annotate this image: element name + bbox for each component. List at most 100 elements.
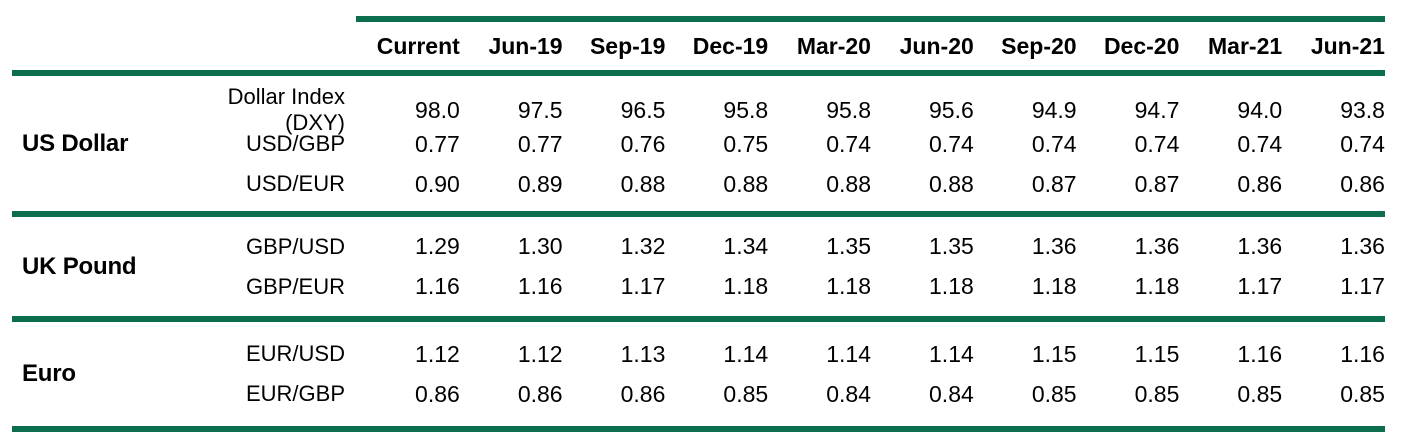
table-row-gbp-usd: GBP/USD 1.29 1.30 1.32 1.34 1.35 1.35 1.…	[162, 227, 1385, 267]
row-label: EUR/GBP	[245, 381, 345, 406]
value-cell: 0.77	[517, 130, 563, 157]
value-cell: 1.18	[1031, 273, 1077, 299]
value-cell: 0.84	[929, 380, 974, 407]
group-label-uk-pound: UK Pound	[22, 252, 137, 280]
value-cell: 94.7	[1134, 96, 1180, 123]
value-cell: 1.34	[723, 233, 769, 259]
value-cell: 1.16	[517, 273, 563, 299]
row-label: GBP/EUR	[245, 273, 345, 299]
column-header-jun-19: Jun-19	[488, 32, 563, 59]
value-cell: 0.86	[1340, 170, 1385, 197]
value-cell: 95.6	[929, 96, 974, 123]
value-cell: 0.74	[1237, 130, 1283, 157]
value-cell: 0.77	[415, 130, 460, 157]
value-cell: 1.16	[1340, 340, 1385, 367]
value-cell: 0.74	[1340, 130, 1385, 157]
value-cell: 1.30	[517, 233, 563, 259]
header-rule	[12, 70, 1385, 76]
value-cell: 0.74	[1134, 130, 1180, 157]
column-header-dec-19: Dec-19	[692, 32, 769, 59]
value-cell: 1.16	[1237, 340, 1283, 367]
value-cell: 1.29	[415, 233, 460, 259]
value-cell: 0.88	[723, 170, 769, 197]
column-header-jun-21: Jun-21	[1310, 32, 1385, 59]
value-cell: 98.0	[415, 96, 460, 123]
group-divider-rule	[12, 316, 1385, 322]
value-cell: 0.87	[1031, 170, 1077, 197]
value-cell: 0.86	[415, 380, 460, 407]
column-header-sep-19: Sep-19	[589, 32, 666, 59]
row-label: GBP/USD	[245, 233, 345, 259]
value-cell: 1.17	[620, 273, 666, 299]
row-label: USD/EUR	[245, 171, 345, 196]
value-cell: 0.86	[620, 380, 666, 407]
value-cell: 94.0	[1237, 96, 1283, 123]
value-cell: 0.88	[826, 170, 871, 197]
table-row-gbp-eur: GBP/EUR 1.16 1.16 1.17 1.18 1.18 1.18 1.…	[162, 267, 1385, 307]
value-cell: 1.12	[517, 340, 563, 367]
value-cell: 1.17	[1237, 273, 1283, 299]
value-cell: 0.85	[1031, 380, 1077, 407]
column-header-dec-20: Dec-20	[1103, 32, 1180, 59]
table-row-eur-gbp: EUR/GBP 0.86 0.86 0.86 0.85 0.84 0.84 0.…	[162, 374, 1385, 414]
value-cell: 96.5	[620, 96, 666, 123]
value-cell: 1.15	[1134, 340, 1180, 367]
value-cell: 93.8	[1340, 96, 1385, 123]
group-euro: Euro EUR/USD 1.12 1.12 1.13 1.14 1.14 1.…	[12, 322, 1385, 426]
value-cell: 0.85	[1340, 380, 1385, 407]
value-cell: 1.15	[1031, 340, 1077, 367]
value-cell: 1.35	[826, 233, 871, 259]
column-header-row: Current Jun-19 Sep-19 Dec-19 Mar-20 Jun-…	[12, 24, 1385, 68]
value-cell: 0.86	[1237, 170, 1283, 197]
value-cell: 0.85	[1134, 380, 1180, 407]
row-label: EUR/USD	[245, 341, 345, 366]
value-cell: 0.87	[1134, 170, 1180, 197]
column-header-current: Current	[376, 32, 460, 59]
value-cell: 97.5	[517, 96, 563, 123]
column-header-sep-20: Sep-20	[1001, 32, 1077, 59]
value-cell: 1.36	[1340, 233, 1385, 259]
value-cell: 1.16	[415, 273, 460, 299]
row-label: USD/GBP	[245, 131, 345, 156]
value-cell: 0.74	[1031, 130, 1077, 157]
value-cell: 95.8	[723, 96, 769, 123]
value-cell: 94.9	[1031, 96, 1077, 123]
value-cell: 1.13	[620, 340, 666, 367]
value-cell: 0.89	[517, 170, 563, 197]
value-cell: 0.74	[929, 130, 974, 157]
value-cell: 1.36	[1031, 233, 1077, 259]
value-cell: 0.90	[415, 170, 460, 197]
table-row-eur-usd: EUR/USD 1.12 1.12 1.13 1.14 1.14 1.14 1.…	[162, 334, 1385, 374]
value-cell: 0.85	[723, 380, 769, 407]
group-label-us-dollar: US Dollar	[22, 130, 129, 157]
value-cell: 1.36	[1237, 233, 1283, 259]
column-header-mar-21: Mar-21	[1208, 32, 1283, 59]
value-cell: 0.86	[517, 380, 563, 407]
value-cell: 1.14	[826, 340, 871, 367]
column-header-mar-20: Mar-20	[796, 32, 871, 59]
row-label: Dollar Index (DXY)	[227, 84, 345, 135]
value-cell: 0.76	[620, 130, 666, 157]
value-cell: 95.8	[826, 96, 871, 123]
value-cell: 0.88	[929, 170, 974, 197]
column-header-jun-20: Jun-20	[899, 32, 974, 59]
table-row-usd-eur: USD/EUR 0.90 0.89 0.88 0.88 0.88 0.88 0.…	[162, 164, 1385, 204]
value-cell: 1.36	[1134, 233, 1180, 259]
value-cell: 1.32	[620, 233, 666, 259]
value-cell: 1.18	[826, 273, 871, 299]
top-rule	[356, 16, 1385, 22]
value-cell: 1.18	[1134, 273, 1180, 299]
value-cell: 0.88	[620, 170, 666, 197]
value-cell: 1.35	[929, 233, 974, 259]
value-cell: 1.18	[723, 273, 769, 299]
value-cell: 0.75	[723, 130, 769, 157]
bottom-rule	[12, 426, 1385, 432]
value-cell: 1.12	[415, 340, 460, 367]
value-cell: 0.84	[826, 380, 871, 407]
table-row-dollar-index-dxy: Dollar Index (DXY) 98.0 97.5 96.5 95.8 9…	[162, 84, 1385, 135]
value-cell: 1.18	[929, 273, 974, 299]
value-cell: 0.85	[1237, 380, 1283, 407]
group-uk-pound: UK Pound GBP/USD 1.29 1.30 1.32 1.34 1.3…	[12, 217, 1385, 316]
group-divider-rule	[12, 211, 1385, 217]
